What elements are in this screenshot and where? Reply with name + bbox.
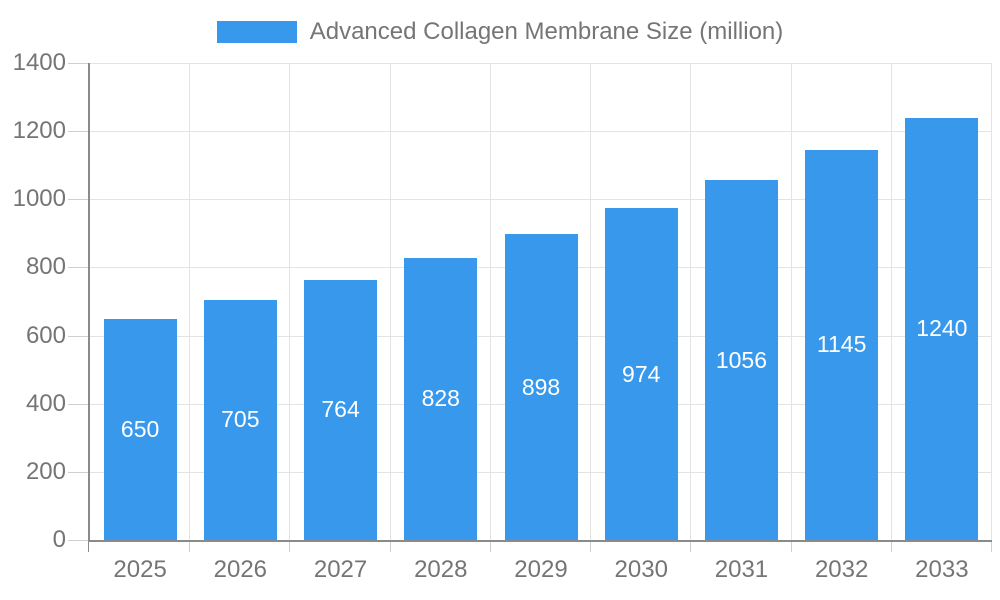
y-axis-tick-label: 400 [25, 389, 66, 417]
y-gridline [90, 63, 992, 64]
bar-value-label: 898 [521, 373, 561, 400]
x-gridline [489, 63, 491, 540]
x-axis-tick-label: 2033 [915, 556, 969, 583]
x-gridline [289, 63, 291, 540]
y-axis-tick-label: 1200 [12, 117, 66, 145]
x-tick [489, 542, 491, 552]
x-axis-tick-label: 2032 [814, 556, 869, 583]
x-tick [890, 542, 892, 552]
x-axis-tick-label: 2030 [614, 556, 668, 583]
y-axis-tick-label: 1000 [12, 185, 66, 213]
y-axis-tick-label: 0 [52, 526, 66, 553]
x-axis-tick-label: 2027 [313, 556, 368, 583]
legend-label: Advanced Collagen Membrane Size (million… [309, 18, 784, 45]
x-tick [690, 542, 692, 552]
bar-value-label: 764 [321, 396, 360, 423]
y-axis-tick-label: 800 [25, 253, 66, 281]
x-axis-tick-label: 2028 [414, 556, 468, 583]
x-tick [289, 542, 291, 552]
x-gridline [790, 63, 792, 540]
bar-2029[interactable]: 898 [504, 234, 578, 540]
x-gridline [890, 63, 892, 540]
x-gridline [690, 63, 692, 540]
bar-2031[interactable]: 1056 [704, 180, 778, 540]
bar-value-label: 828 [421, 385, 460, 412]
y-tick [68, 131, 88, 133]
x-tick [189, 542, 191, 552]
x-gridline [590, 63, 592, 540]
y-gridline [90, 131, 992, 133]
legend[interactable]: Advanced Collagen Membrane Size (million… [0, 19, 1000, 45]
y-axis-tick-label: 600 [25, 321, 66, 349]
bar-2026[interactable]: 705 [203, 299, 277, 540]
y-axis-tick-label: 200 [25, 457, 66, 485]
x-tick [590, 542, 592, 552]
bar-value-label: 974 [622, 360, 661, 387]
bar-value-label: 1240 [916, 315, 968, 342]
x-gridline [389, 63, 391, 540]
y-tick [68, 403, 88, 405]
x-tick [389, 542, 391, 552]
bar-value-label: 1056 [715, 346, 768, 373]
x-tick [991, 542, 992, 552]
y-tick [68, 199, 88, 201]
y-tick [68, 63, 88, 64]
y-axis-tick-label: 1400 [12, 49, 66, 76]
bar-2028[interactable]: 828 [404, 257, 478, 540]
x-axis-tick-label: 2025 [113, 556, 167, 583]
x-gridline [189, 63, 191, 540]
bar-value-label: 705 [221, 406, 260, 433]
x-axis-tick-label: 2029 [514, 556, 568, 583]
x-axis-tick-label: 2026 [213, 556, 268, 583]
bar-value-label: 1145 [816, 331, 867, 358]
bar-2027[interactable]: 764 [304, 279, 378, 540]
y-tick [68, 267, 88, 269]
legend-swatch [216, 21, 297, 43]
x-tick [88, 542, 89, 552]
bar-2032[interactable]: 1145 [805, 149, 879, 540]
x-tick [790, 542, 792, 552]
plot-area: 650 705 764 828 898 974 1056 1145 1240 [68, 63, 992, 552]
bar-value-label: 650 [120, 415, 160, 442]
bar-2030[interactable]: 974 [604, 208, 678, 540]
y-gridline [90, 199, 992, 201]
y-tick [68, 540, 88, 541]
y-tick [68, 335, 88, 337]
x-gridline [991, 63, 992, 540]
x-axis-tick-label: 2031 [714, 556, 769, 583]
y-tick [68, 471, 88, 473]
bar-2033[interactable]: 1240 [905, 117, 979, 540]
bar-2025[interactable]: 650 [103, 318, 177, 540]
